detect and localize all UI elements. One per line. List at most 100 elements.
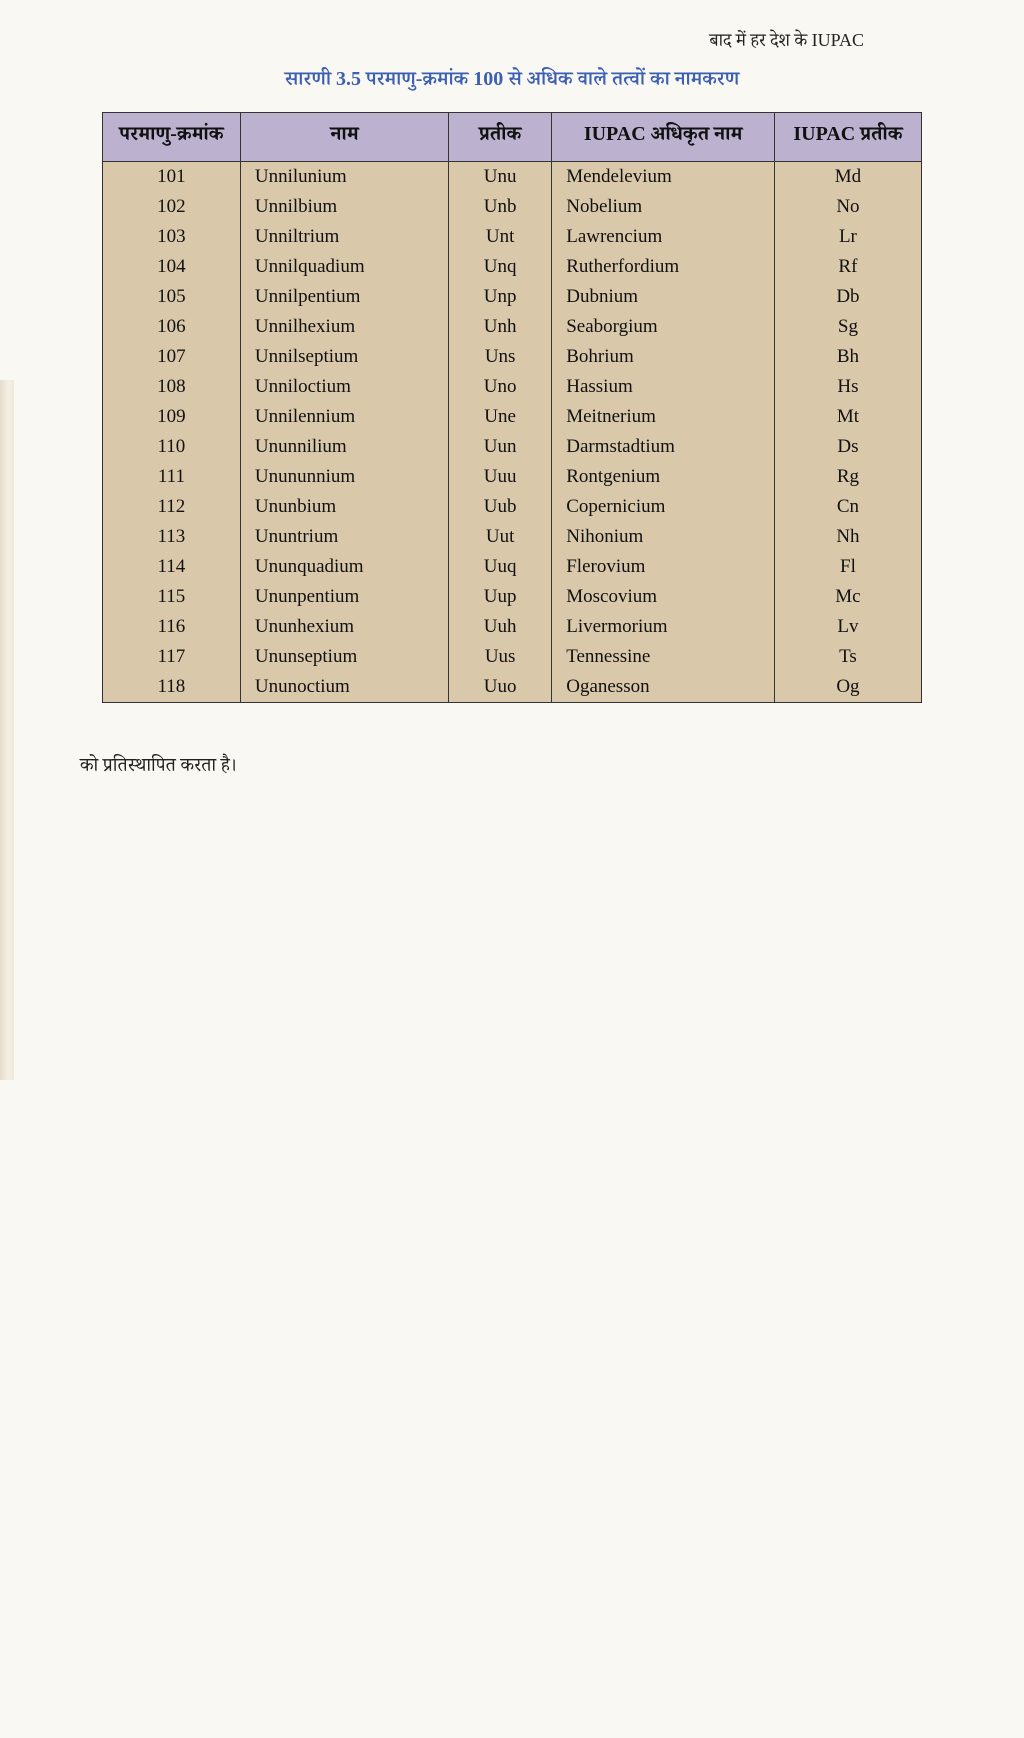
table-cell: 114: [103, 552, 241, 582]
table-cell: Unununnium: [240, 462, 448, 492]
table-cell: 111: [103, 462, 241, 492]
table-cell: 118: [103, 672, 241, 703]
table-cell: 110: [103, 432, 241, 462]
col-header-name: नाम: [240, 113, 448, 162]
table-cell: 115: [103, 582, 241, 612]
table-cell: Unp: [449, 282, 552, 312]
page-gutter: [0, 380, 14, 1080]
table-cell: Rutherfordium: [552, 252, 775, 282]
table-cell: Ununseptium: [240, 642, 448, 672]
table-cell: Mendelevium: [552, 162, 775, 193]
table-cell: Uno: [449, 372, 552, 402]
elements-table: परमाणु-क्रमांक नाम प्रतीक IUPAC अधिकृत न…: [102, 112, 922, 703]
table-cell: Uuh: [449, 612, 552, 642]
table-cell: Ununoctium: [240, 672, 448, 703]
partial-line-top: बाद में हर देश के IUPAC: [40, 30, 984, 58]
table-cell: 106: [103, 312, 241, 342]
table-row: 110UnunniliumUunDarmstadtiumDs: [103, 432, 922, 462]
document-page: बाद में हर देश के IUPAC सारणी 3.5 परमाणु…: [0, 0, 1024, 1738]
table-cell: 113: [103, 522, 241, 552]
table-cell: Unnilennium: [240, 402, 448, 432]
table-cell: Unniloctium: [240, 372, 448, 402]
table-cell: Nobelium: [552, 192, 775, 222]
col-header-iupac-name: IUPAC अधिकृत नाम: [552, 113, 775, 162]
table-cell: Unq: [449, 252, 552, 282]
table-cell: Unnilhexium: [240, 312, 448, 342]
table-cell: Lv: [774, 612, 921, 642]
table-cell: Ununbium: [240, 492, 448, 522]
table-body: 101UnniluniumUnuMendeleviumMd102Unnilbiu…: [103, 162, 922, 703]
table-row: 113UnuntriumUutNihoniumNh: [103, 522, 922, 552]
table-cell: 108: [103, 372, 241, 402]
table-row: 118UnunoctiumUuoOganessonOg: [103, 672, 922, 703]
table-cell: Flerovium: [552, 552, 775, 582]
table-cell: 107: [103, 342, 241, 372]
table-cell: Uus: [449, 642, 552, 672]
table-cell: Oganesson: [552, 672, 775, 703]
table-row: 109UnnilenniumUneMeitneriumMt: [103, 402, 922, 432]
table-cell: Mc: [774, 582, 921, 612]
table-container: परमाणु-क्रमांक नाम प्रतीक IUPAC अधिकृत न…: [40, 112, 984, 703]
col-header-iupac-symbol: IUPAC प्रतीक: [774, 113, 921, 162]
table-cell: 104: [103, 252, 241, 282]
table-cell: Lawrencium: [552, 222, 775, 252]
table-cell: Darmstadtium: [552, 432, 775, 462]
table-cell: Uuq: [449, 552, 552, 582]
table-row: 112UnunbiumUubCoperniciumCn: [103, 492, 922, 522]
table-cell: Unb: [449, 192, 552, 222]
table-cell: Meitnerium: [552, 402, 775, 432]
table-cell: Bh: [774, 342, 921, 372]
table-row: 111UnununniumUuuRontgeniumRg: [103, 462, 922, 492]
table-cell: Sg: [774, 312, 921, 342]
table-cell: Livermorium: [552, 612, 775, 642]
table-cell: Ununnilium: [240, 432, 448, 462]
table-caption: सारणी 3.5 परमाणु-क्रमांक 100 से अधिक वाल…: [40, 66, 984, 98]
table-row: 102UnnilbiumUnbNobeliumNo: [103, 192, 922, 222]
table-cell: Seaborgium: [552, 312, 775, 342]
col-header-symbol: प्रतीक: [449, 113, 552, 162]
table-cell: Hassium: [552, 372, 775, 402]
table-cell: Ts: [774, 642, 921, 672]
table-cell: Nh: [774, 522, 921, 552]
table-cell: Ununtrium: [240, 522, 448, 552]
table-row: 117UnunseptiumUusTennessineTs: [103, 642, 922, 672]
table-cell: Uut: [449, 522, 552, 552]
table-row: 108UnniloctiumUnoHassiumHs: [103, 372, 922, 402]
table-cell: Moscovium: [552, 582, 775, 612]
table-cell: Fl: [774, 552, 921, 582]
table-cell: Rontgenium: [552, 462, 775, 492]
table-cell: No: [774, 192, 921, 222]
table-cell: Unnilquadium: [240, 252, 448, 282]
table-cell: 102: [103, 192, 241, 222]
table-cell: Og: [774, 672, 921, 703]
table-cell: 103: [103, 222, 241, 252]
table-row: 106UnnilhexiumUnhSeaborgiumSg: [103, 312, 922, 342]
partial-line-below: को प्रतिस्थापित करता है।: [40, 753, 984, 783]
table-cell: 105: [103, 282, 241, 312]
table-cell: Unh: [449, 312, 552, 342]
table-cell: Rg: [774, 462, 921, 492]
table-cell: Uuo: [449, 672, 552, 703]
table-cell: Ununhexium: [240, 612, 448, 642]
table-row: 114UnunquadiumUuqFleroviumFl: [103, 552, 922, 582]
table-cell: Uup: [449, 582, 552, 612]
table-cell: Bohrium: [552, 342, 775, 372]
table-cell: Unnilpentium: [240, 282, 448, 312]
table-header-row: परमाणु-क्रमांक नाम प्रतीक IUPAC अधिकृत न…: [103, 113, 922, 162]
table-cell: Ununquadium: [240, 552, 448, 582]
table-cell: Md: [774, 162, 921, 193]
table-cell: Unnilbium: [240, 192, 448, 222]
table-cell: Lr: [774, 222, 921, 252]
table-cell: Uuu: [449, 462, 552, 492]
table-cell: Tennessine: [552, 642, 775, 672]
table-cell: Ununpentium: [240, 582, 448, 612]
table-cell: Db: [774, 282, 921, 312]
table-cell: Rf: [774, 252, 921, 282]
table-row: 107UnnilseptiumUnsBohriumBh: [103, 342, 922, 372]
table-cell: 109: [103, 402, 241, 432]
table-cell: Uun: [449, 432, 552, 462]
table-cell: Cn: [774, 492, 921, 522]
table-cell: Unu: [449, 162, 552, 193]
table-cell: Dubnium: [552, 282, 775, 312]
table-cell: Copernicium: [552, 492, 775, 522]
